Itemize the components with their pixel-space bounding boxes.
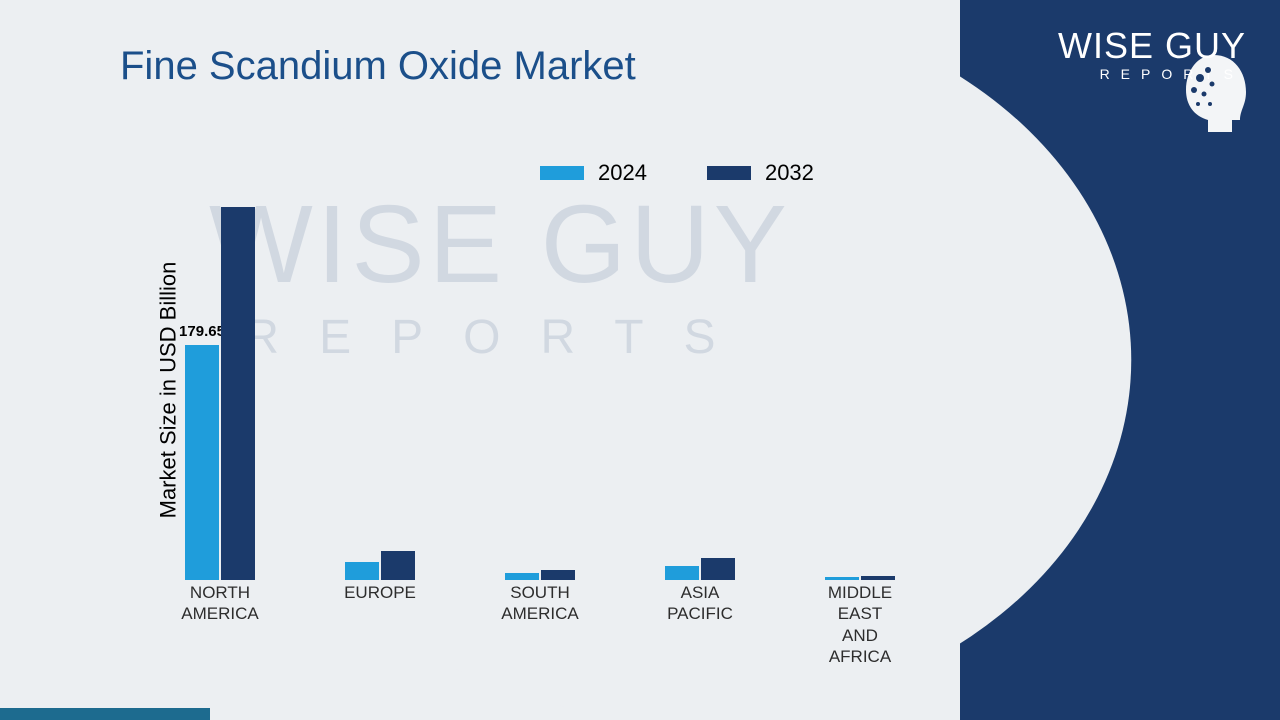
x-axis-labels: NORTHAMERICAEUROPESOUTHAMERICAASIAPACIFI… xyxy=(140,582,940,667)
bar xyxy=(701,558,735,580)
bar-group xyxy=(625,558,775,580)
bar-group xyxy=(465,570,615,580)
x-axis-label: EUROPE xyxy=(305,582,455,667)
bar-group xyxy=(785,576,935,580)
chart-plot: 179.65 xyxy=(140,200,940,580)
brand-logo: WISE GUY REPORTS xyxy=(1058,28,1246,82)
bar xyxy=(665,566,699,580)
chart-title: Fine Scandium Oxide Market xyxy=(120,44,636,89)
legend-item: 2032 xyxy=(707,160,814,186)
x-axis-label: SOUTHAMERICA xyxy=(465,582,615,667)
page: WISE GUY REPORTS Fine Scandium Oxide Mar… xyxy=(0,0,1280,720)
legend: 2024 2032 xyxy=(540,160,814,186)
legend-swatch xyxy=(707,166,751,180)
legend-label: 2032 xyxy=(765,160,814,186)
x-axis-label: NORTHAMERICA xyxy=(145,582,295,667)
bar-group xyxy=(305,551,455,580)
legend-swatch xyxy=(540,166,584,180)
bar-group: 179.65 xyxy=(145,207,295,580)
bar xyxy=(381,551,415,580)
bar-value-label: 179.65 xyxy=(179,323,225,340)
head-icon xyxy=(1174,50,1254,140)
bar xyxy=(221,207,255,580)
bar xyxy=(861,576,895,580)
bar xyxy=(505,573,539,580)
bottom-accent xyxy=(0,708,210,720)
bar xyxy=(825,577,859,580)
bar-chart: Market Size in USD Billion 179.65 xyxy=(100,200,940,580)
legend-label: 2024 xyxy=(598,160,647,186)
bar: 179.65 xyxy=(185,345,219,580)
x-axis-label: ASIAPACIFIC xyxy=(625,582,775,667)
legend-item: 2024 xyxy=(540,160,647,186)
bar xyxy=(541,570,575,580)
x-axis-label: MIDDLEEASTANDAFRICA xyxy=(785,582,935,667)
bar xyxy=(345,562,379,580)
